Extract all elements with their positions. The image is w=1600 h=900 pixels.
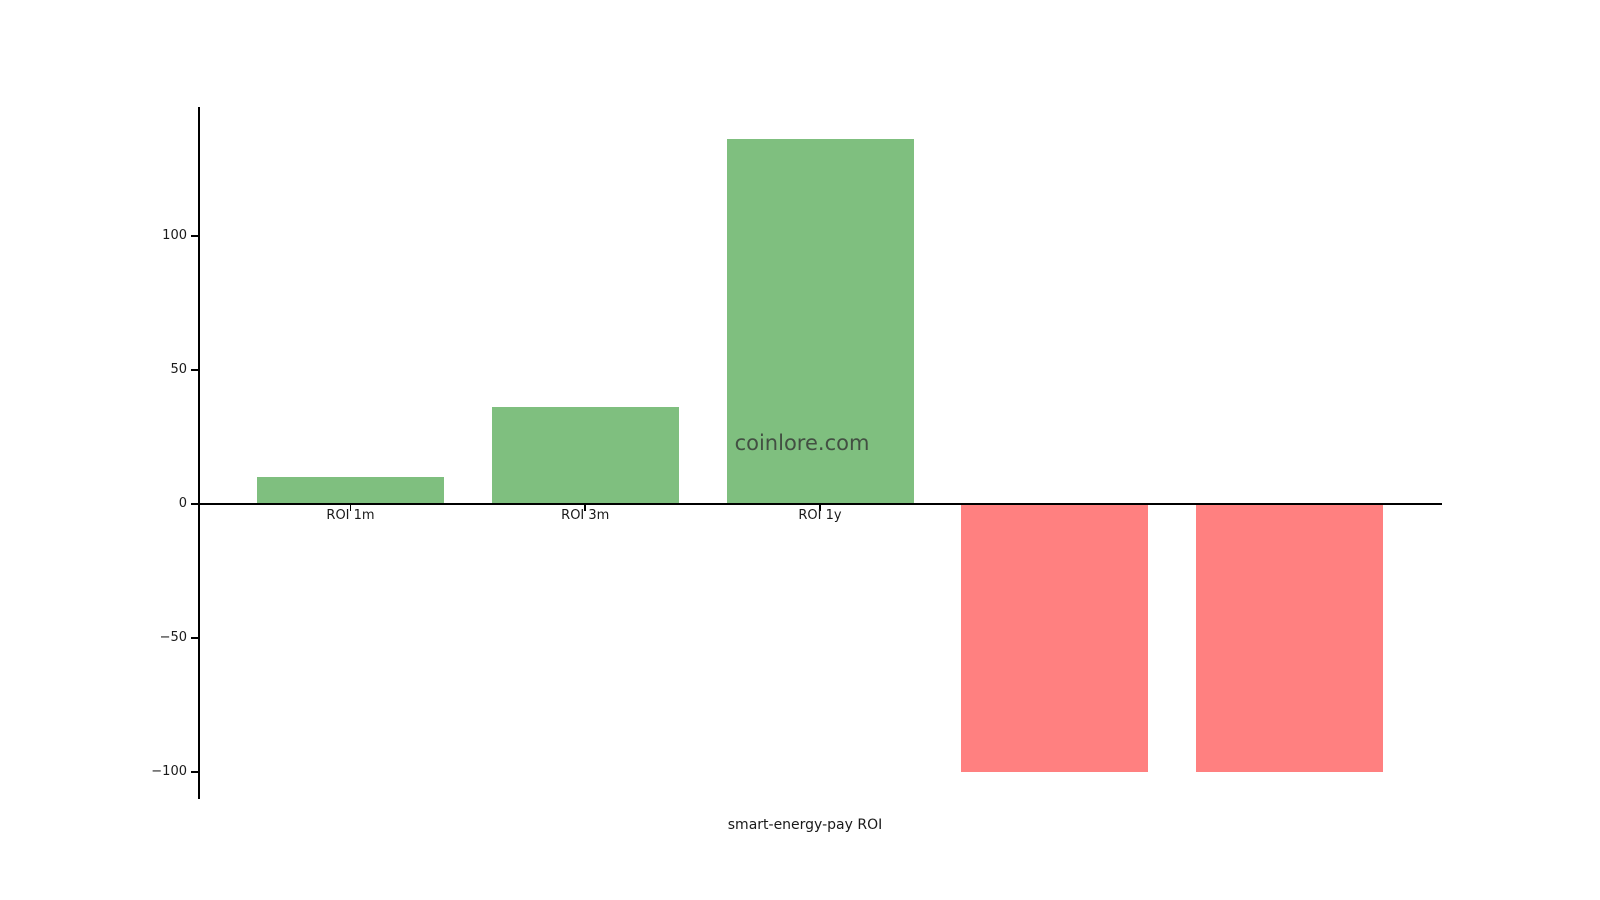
y-axis-tick xyxy=(191,369,198,371)
y-axis-tick-label: 50 xyxy=(170,361,187,377)
y-axis-tick xyxy=(191,637,198,639)
y-axis-tick xyxy=(191,234,198,237)
bar-roi-1y xyxy=(726,139,914,504)
x-axis-tick-label: ROI 1y xyxy=(798,507,842,523)
x-axis-tick-label: ROI 1m xyxy=(326,507,375,523)
bar-4 xyxy=(961,503,1149,773)
x-axis-zero-line xyxy=(198,503,1442,505)
bar-roi-1m xyxy=(257,477,444,504)
y-axis-tick-label: 100 xyxy=(162,227,187,243)
x-axis-tick xyxy=(819,503,821,511)
y-axis-tick xyxy=(191,771,198,773)
x-axis-tick xyxy=(349,503,352,511)
x-axis-tick-label: ROI 3m xyxy=(561,507,610,523)
bar-5 xyxy=(1196,503,1383,773)
bar-roi-3m xyxy=(491,407,679,504)
y-axis-tick-label: −100 xyxy=(151,764,187,780)
x-axis-tick xyxy=(584,503,587,511)
watermark-text: coinlore.com xyxy=(734,431,870,455)
y-axis-tick-label: −50 xyxy=(159,630,187,646)
y-axis-tick-label: 0 xyxy=(178,495,187,511)
chart-title: smart-energy-pay ROI xyxy=(727,817,883,833)
y-axis-spine xyxy=(198,107,200,799)
y-axis-tick xyxy=(191,503,198,505)
